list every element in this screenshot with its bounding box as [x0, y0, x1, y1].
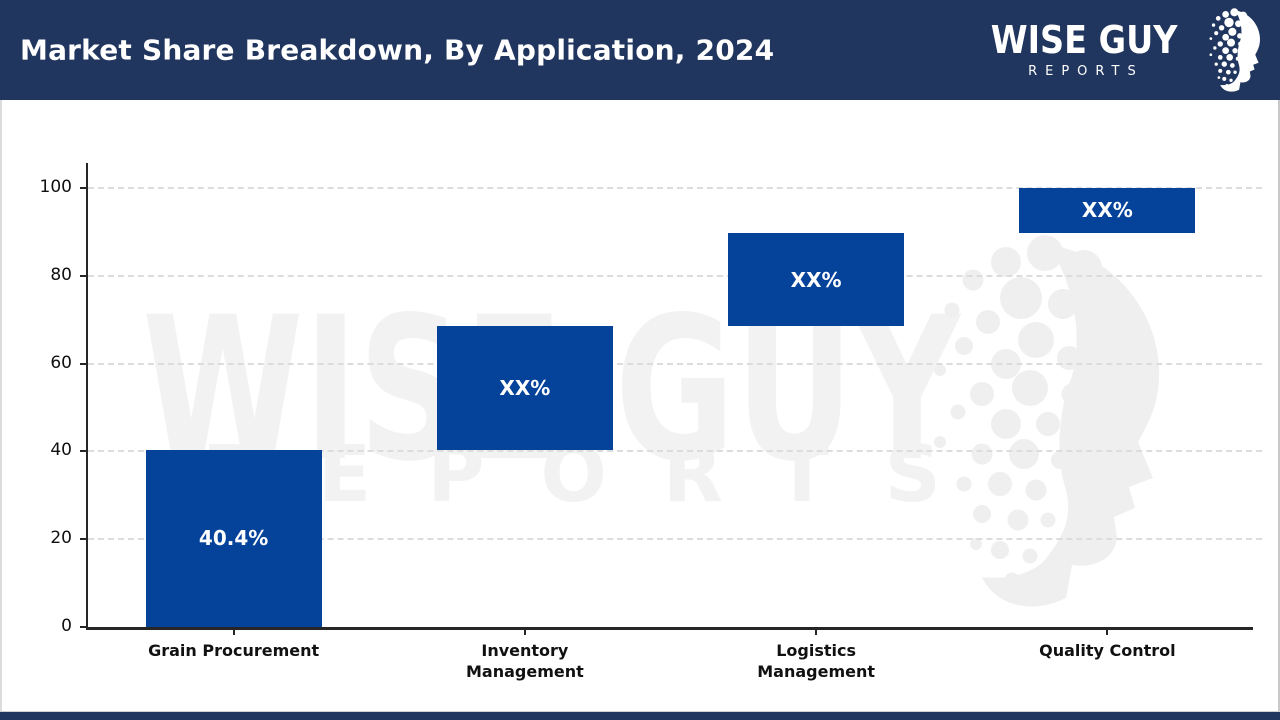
y-gridline	[88, 538, 1262, 541]
header-banner: Market Share Breakdown, By Application, …	[0, 0, 1280, 100]
y-tick-mark	[80, 538, 88, 541]
bar	[728, 232, 905, 327]
x-tick-mark	[523, 627, 526, 635]
y-gridline	[88, 274, 1262, 277]
bar-value-label: XX%	[499, 375, 551, 400]
y-gridline	[88, 362, 1262, 365]
y-tick-mark	[80, 362, 88, 365]
page-title: Market Share Breakdown, By Application, …	[20, 33, 775, 67]
y-tick-label: 80	[50, 264, 72, 285]
y-gridline	[88, 450, 1262, 453]
bar-value-label: XX%	[790, 267, 842, 292]
y-gridline	[88, 187, 1262, 189]
y-tick-mark	[80, 626, 88, 628]
x-tick-label: Logistics Management	[757, 641, 876, 681]
y-tick-label: 20	[50, 528, 72, 549]
bar	[436, 326, 613, 450]
logo-reports-label: REPORTS	[1028, 64, 1144, 79]
x-tick-mark	[1106, 627, 1109, 635]
wiseguy-logo-text: WISE GUY REPORTS	[978, 21, 1190, 79]
logo-wordmark: WISE GUY	[990, 18, 1178, 62]
y-tick-mark	[80, 274, 88, 277]
x-tick-mark	[815, 627, 818, 635]
y-tick-label: 40	[50, 440, 72, 461]
bar-value-label: XX%	[1081, 198, 1133, 223]
x-tick-label: Inventory Management	[465, 641, 584, 681]
footer-bar	[0, 711, 1280, 720]
x-tick-label: Grain Procurement	[148, 641, 320, 660]
bar	[145, 449, 322, 627]
y-axis-spine	[86, 163, 88, 630]
x-tick-mark	[232, 627, 235, 635]
wiseguy-head-icon	[1209, 8, 1260, 92]
bar-value-label: 40.4%	[198, 526, 269, 551]
bar	[1019, 188, 1196, 233]
y-tick-label: 0	[61, 616, 72, 636]
y-tick-label: 100	[39, 177, 72, 197]
y-tick-mark	[80, 187, 88, 189]
x-tick-label: Quality Control	[1039, 641, 1176, 660]
wiseguy-logo: WISE GUY REPORTS	[978, 6, 1266, 94]
x-axis-spine	[86, 627, 1253, 630]
y-tick-label: 60	[50, 352, 72, 373]
y-tick-mark	[80, 450, 88, 453]
